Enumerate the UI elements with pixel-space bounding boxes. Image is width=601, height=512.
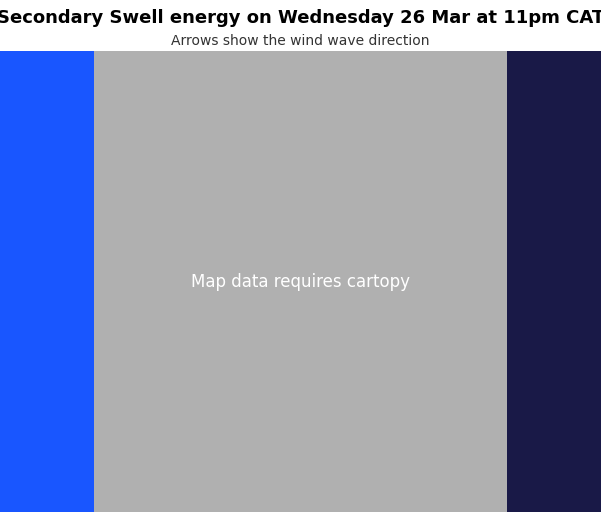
Text: Map data requires cartopy: Map data requires cartopy: [191, 272, 410, 291]
Bar: [507, 35, 601, 512]
Bar: [0, 35, 94, 512]
Text: Secondary Swell energy on Wednesday 26 Mar at 11pm CAT: Secondary Swell energy on Wednesday 26 M…: [0, 9, 601, 27]
Text: Arrows show the wind wave direction: Arrows show the wind wave direction: [171, 34, 430, 48]
Bar: [94, 35, 507, 512]
